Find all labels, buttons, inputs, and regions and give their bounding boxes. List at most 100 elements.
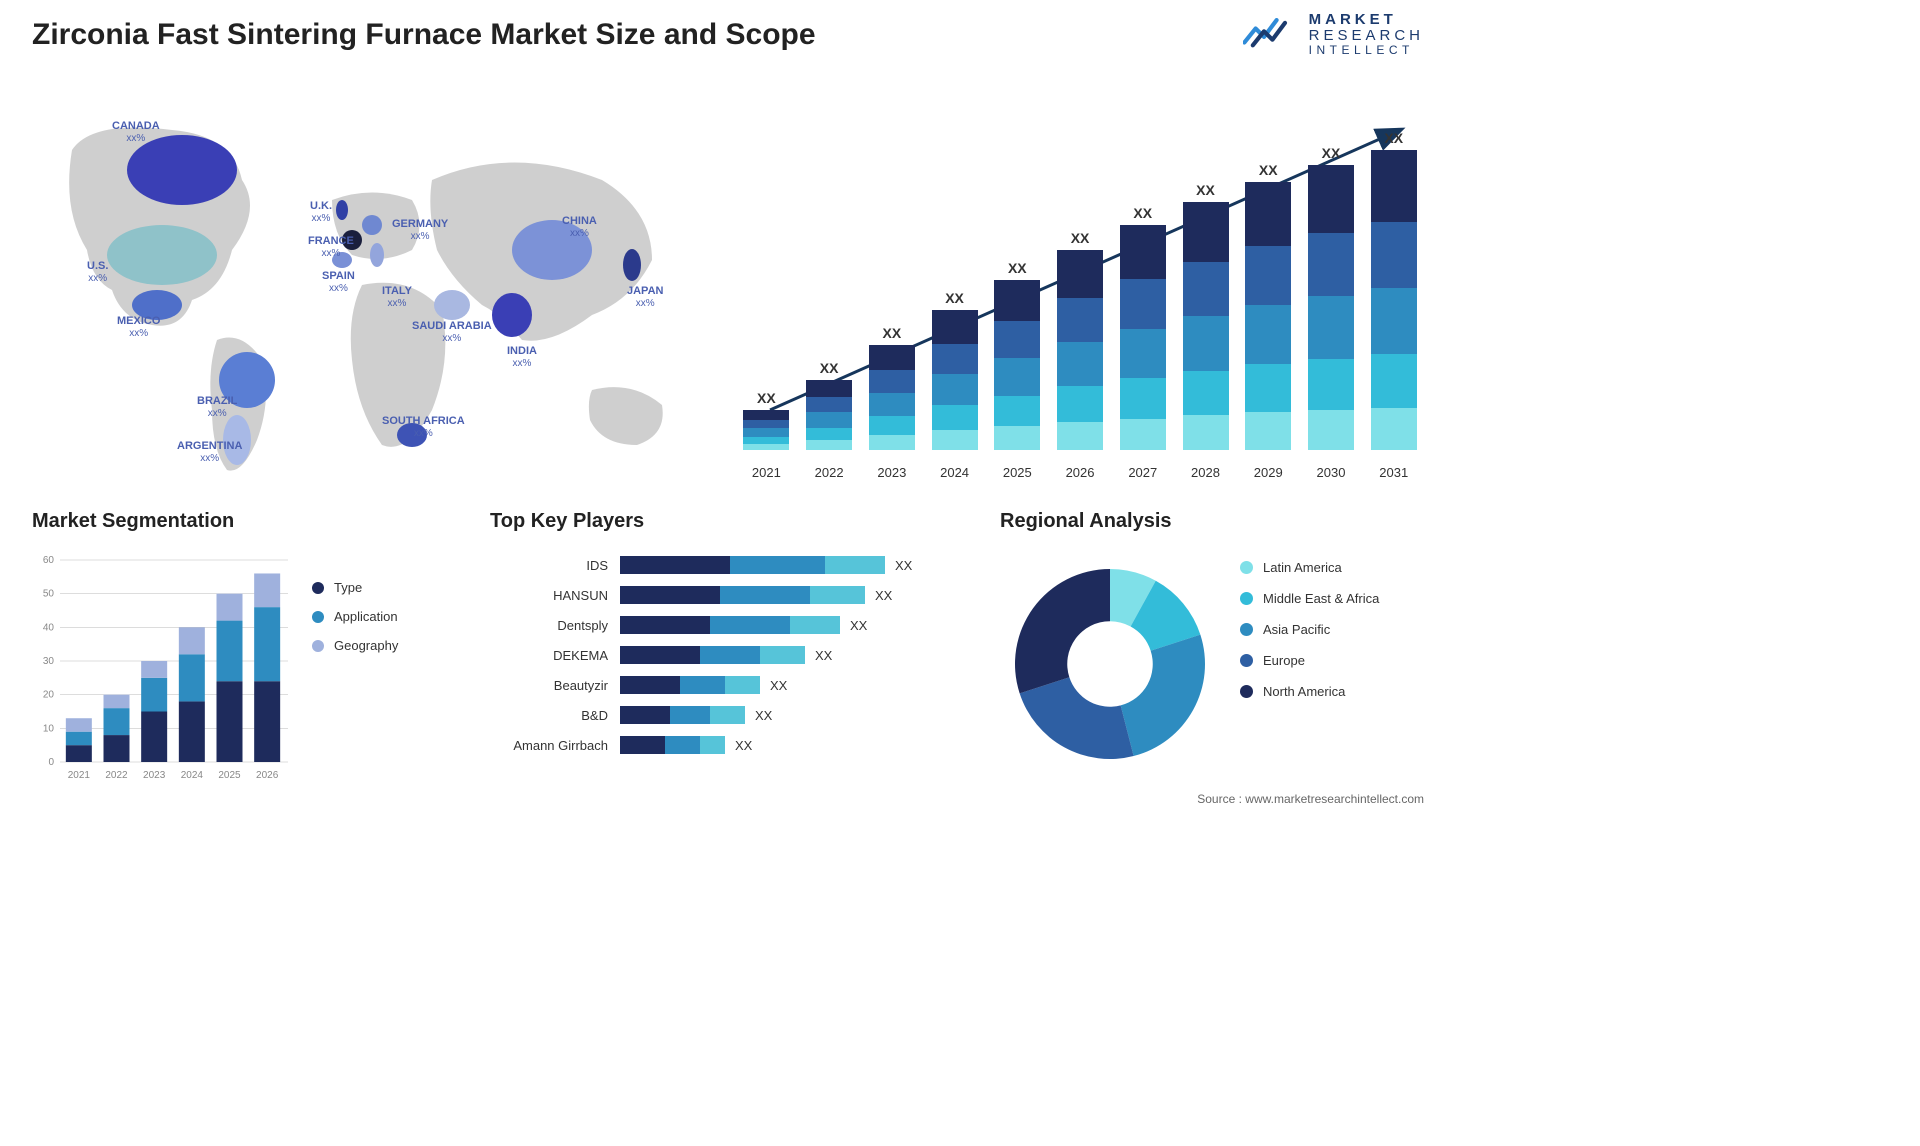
player-name: Beautyzir xyxy=(490,678,620,693)
growth-year-label: 2028 xyxy=(1179,465,1232,480)
regional-title: Regional Analysis xyxy=(1000,510,1430,533)
growth-bar: XX xyxy=(1054,230,1107,450)
segmentation-legend-item: Type xyxy=(312,580,398,595)
svg-text:2021: 2021 xyxy=(68,770,91,781)
segmentation-section: Market Segmentation 0102030405060 202120… xyxy=(32,510,472,533)
map-label: U.K.xx% xyxy=(310,200,332,225)
world-map: CANADAxx% U.S.xx% MEXICOxx% BRAZILxx% ARGENT… xyxy=(32,90,702,490)
svg-text:20: 20 xyxy=(43,690,55,701)
player-name: Dentsply xyxy=(490,618,620,633)
svg-text:40: 40 xyxy=(43,622,55,633)
map-label: MEXICOxx% xyxy=(117,315,160,340)
player-value-label: XX xyxy=(755,708,772,723)
logo-text-3: INTELLECT xyxy=(1309,44,1424,57)
growth-value-label: XX xyxy=(757,390,776,406)
growth-value-label: XX xyxy=(1384,130,1403,146)
segmentation-legend: TypeApplicationGeography xyxy=(312,580,398,667)
map-label: SOUTH AFRICAxx% xyxy=(382,415,465,440)
logo-text-1: MARKET xyxy=(1309,12,1424,28)
segmentation-chart: 0102030405060 202120222023202420252026 xyxy=(32,552,292,782)
map-label: SAUDI ARABIAxx% xyxy=(412,320,492,345)
growth-value-label: XX xyxy=(1322,145,1341,161)
player-value-label: XX xyxy=(875,588,892,603)
svg-text:50: 50 xyxy=(43,589,55,600)
regional-legend-item: Europe xyxy=(1240,653,1379,668)
player-value-label: XX xyxy=(770,678,787,693)
player-value-label: XX xyxy=(815,648,832,663)
svg-text:0: 0 xyxy=(48,757,54,768)
growth-value-label: XX xyxy=(1008,260,1027,276)
map-label: GERMANYxx% xyxy=(392,218,448,243)
growth-year-label: 2025 xyxy=(991,465,1044,480)
growth-bar: XX xyxy=(1179,182,1232,450)
segmentation-title: Market Segmentation xyxy=(32,510,472,533)
growth-value-label: XX xyxy=(882,325,901,341)
growth-value-label: XX xyxy=(1071,230,1090,246)
player-row: IDS XX xyxy=(490,554,970,576)
map-label: FRANCExx% xyxy=(308,235,354,260)
player-name: B&D xyxy=(490,708,620,723)
map-label: CANADAxx% xyxy=(112,120,160,145)
growth-year-label: 2029 xyxy=(1242,465,1295,480)
player-name: IDS xyxy=(490,558,620,573)
growth-year-label: 2021 xyxy=(740,465,793,480)
map-label: ARGENTINAxx% xyxy=(177,440,242,465)
svg-text:2023: 2023 xyxy=(143,770,166,781)
growth-bar: XX xyxy=(1305,145,1358,450)
growth-year-label: 2030 xyxy=(1305,465,1358,480)
player-value-label: XX xyxy=(895,558,912,573)
map-label: ITALYxx% xyxy=(382,285,412,310)
regional-legend-item: Latin America xyxy=(1240,560,1379,575)
player-name: Amann Girrbach xyxy=(490,738,620,753)
map-label: INDIAxx% xyxy=(507,345,537,370)
growth-value-label: XX xyxy=(1196,182,1215,198)
map-label: JAPANxx% xyxy=(627,285,663,310)
svg-text:60: 60 xyxy=(43,555,55,566)
world-map-svg xyxy=(32,90,702,490)
growth-year-label: 2027 xyxy=(1116,465,1169,480)
segmentation-legend-item: Application xyxy=(312,609,398,624)
regional-legend: Latin America Middle East & Africa Asia Pa… xyxy=(1240,560,1379,715)
growth-bar: XX xyxy=(740,390,793,450)
player-row: Amann Girrbach XX xyxy=(490,734,970,756)
player-value-label: XX xyxy=(735,738,752,753)
page-title: Zirconia Fast Sintering Furnace Market S… xyxy=(32,18,816,52)
map-label: BRAZILxx% xyxy=(197,395,237,420)
player-row: HANSUN XX xyxy=(490,584,970,606)
growth-bar: XX xyxy=(928,290,981,450)
growth-bar: XX xyxy=(1367,130,1420,450)
svg-text:10: 10 xyxy=(43,723,55,734)
growth-bar: XX xyxy=(803,360,856,450)
growth-year-label: 2026 xyxy=(1054,465,1107,480)
player-name: HANSUN xyxy=(490,588,620,603)
svg-text:2022: 2022 xyxy=(105,770,128,781)
players-title: Top Key Players xyxy=(490,510,970,533)
growth-bar: XX xyxy=(1116,205,1169,450)
growth-value-label: XX xyxy=(1259,162,1278,178)
logo-text-2: RESEARCH xyxy=(1309,28,1424,44)
growth-value-label: XX xyxy=(945,290,964,306)
player-row: DentsplyXX xyxy=(490,614,970,636)
growth-year-label: 2023 xyxy=(865,465,918,480)
source-text: Source : www.marketresearchintellect.com xyxy=(1197,792,1424,806)
growth-chart: XX XX XX XX XX XX XX XX XX XX XX 2021 2022 2023 2024 2… xyxy=(740,100,1420,480)
map-label: SPAINxx% xyxy=(322,270,355,295)
growth-bar: XX xyxy=(865,325,918,450)
player-row: DEKEMA XX xyxy=(490,644,970,666)
growth-bar: XX xyxy=(991,260,1044,450)
player-name: DEKEMA xyxy=(490,648,620,663)
regional-legend-item: Asia Pacific xyxy=(1240,622,1379,637)
svg-text:2024: 2024 xyxy=(181,770,204,781)
regional-donut xyxy=(1000,554,1220,774)
growth-year-label: 2022 xyxy=(803,465,856,480)
svg-text:2025: 2025 xyxy=(218,770,241,781)
growth-year-label: 2024 xyxy=(928,465,981,480)
regional-section: Regional Analysis Latin AmericaMiddle Ea… xyxy=(1000,510,1430,533)
growth-value-label: XX xyxy=(820,360,839,376)
regional-legend-item: Middle East & Africa xyxy=(1240,591,1379,606)
svg-text:30: 30 xyxy=(43,656,55,667)
player-row: B&D XX xyxy=(490,704,970,726)
brand-logo: MARKET RESEARCH INTELLECT xyxy=(1243,12,1424,57)
map-label: U.S.xx% xyxy=(87,260,108,285)
regional-legend-item: North America xyxy=(1240,684,1379,699)
